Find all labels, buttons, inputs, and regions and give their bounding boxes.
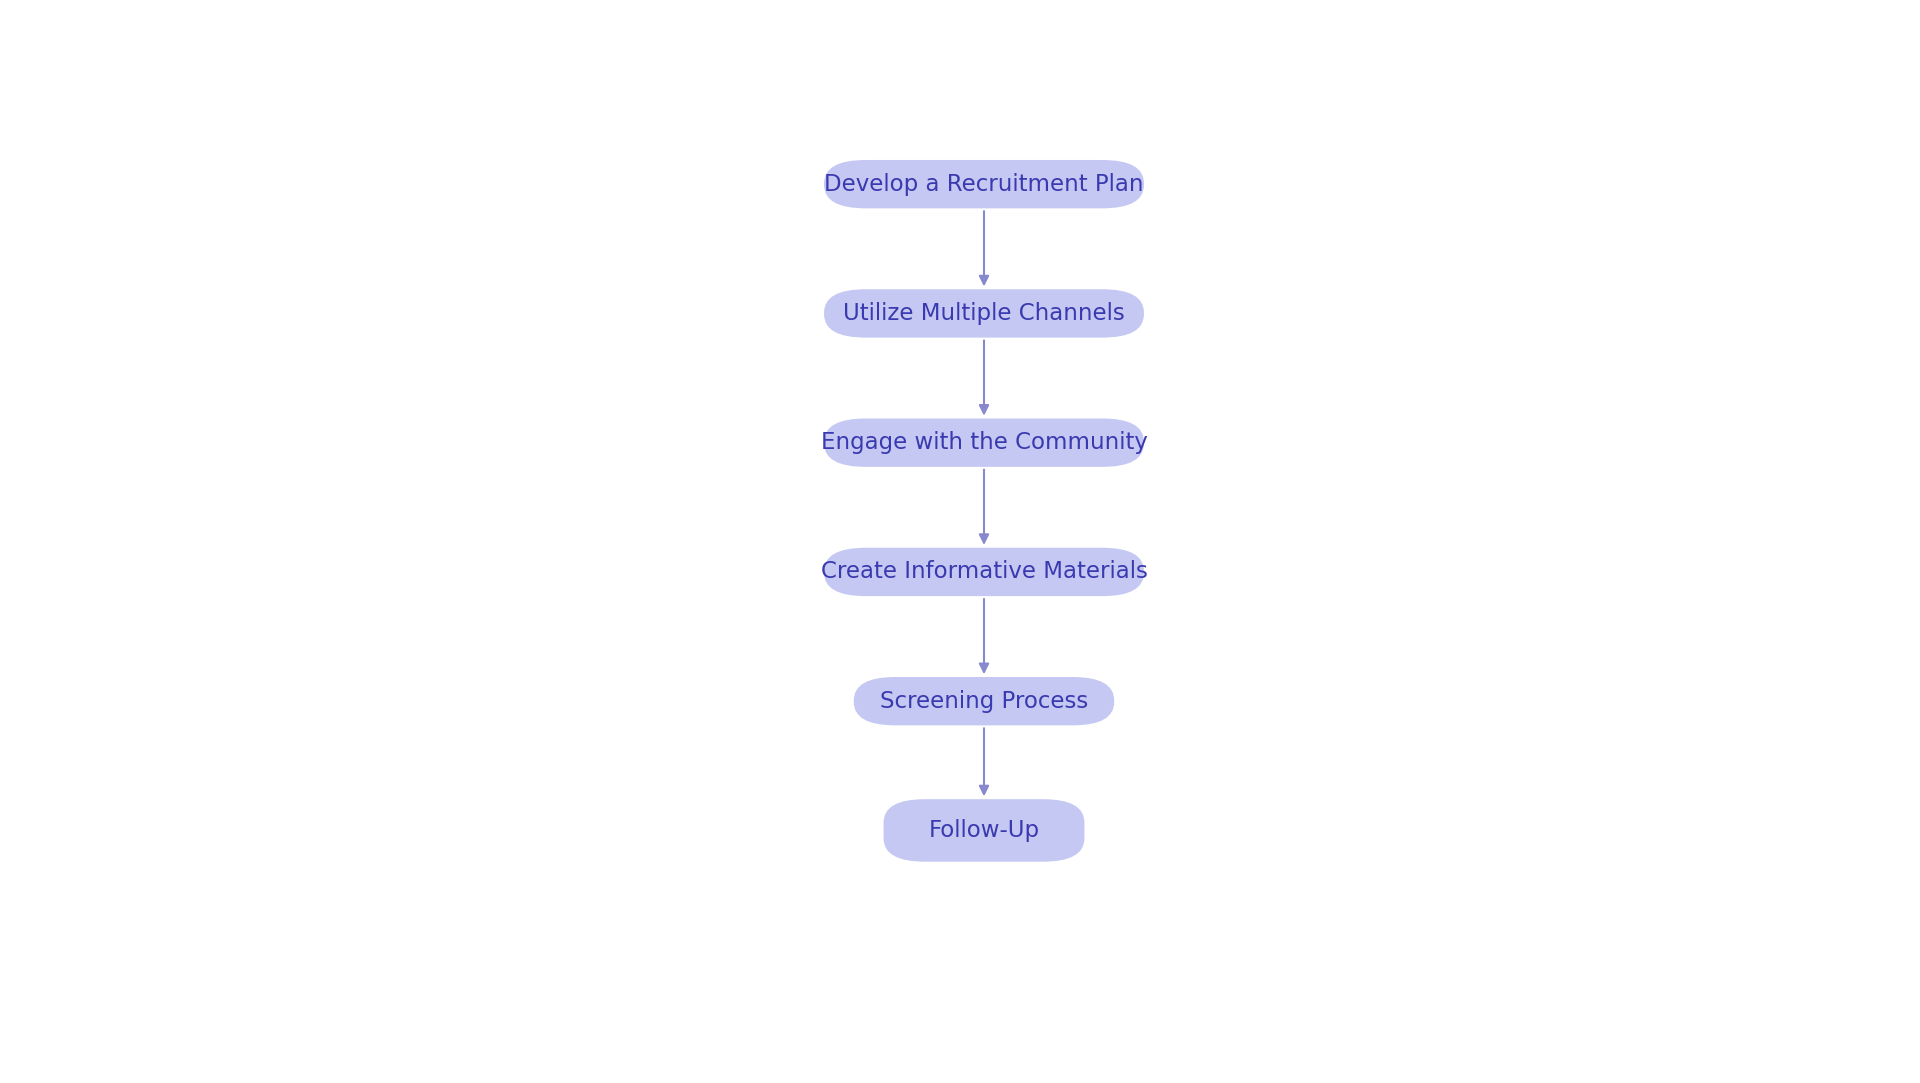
Text: Screening Process: Screening Process (879, 690, 1089, 713)
FancyBboxPatch shape (854, 677, 1114, 726)
FancyBboxPatch shape (883, 799, 1085, 862)
FancyBboxPatch shape (824, 289, 1144, 338)
FancyBboxPatch shape (824, 418, 1144, 467)
Text: Engage with the Community: Engage with the Community (820, 431, 1148, 454)
Text: Create Informative Materials: Create Informative Materials (820, 560, 1148, 584)
Text: Follow-Up: Follow-Up (929, 819, 1039, 841)
FancyBboxPatch shape (824, 548, 1144, 596)
Text: Utilize Multiple Channels: Utilize Multiple Channels (843, 302, 1125, 325)
Text: Develop a Recruitment Plan: Develop a Recruitment Plan (824, 172, 1144, 196)
FancyBboxPatch shape (824, 160, 1144, 208)
